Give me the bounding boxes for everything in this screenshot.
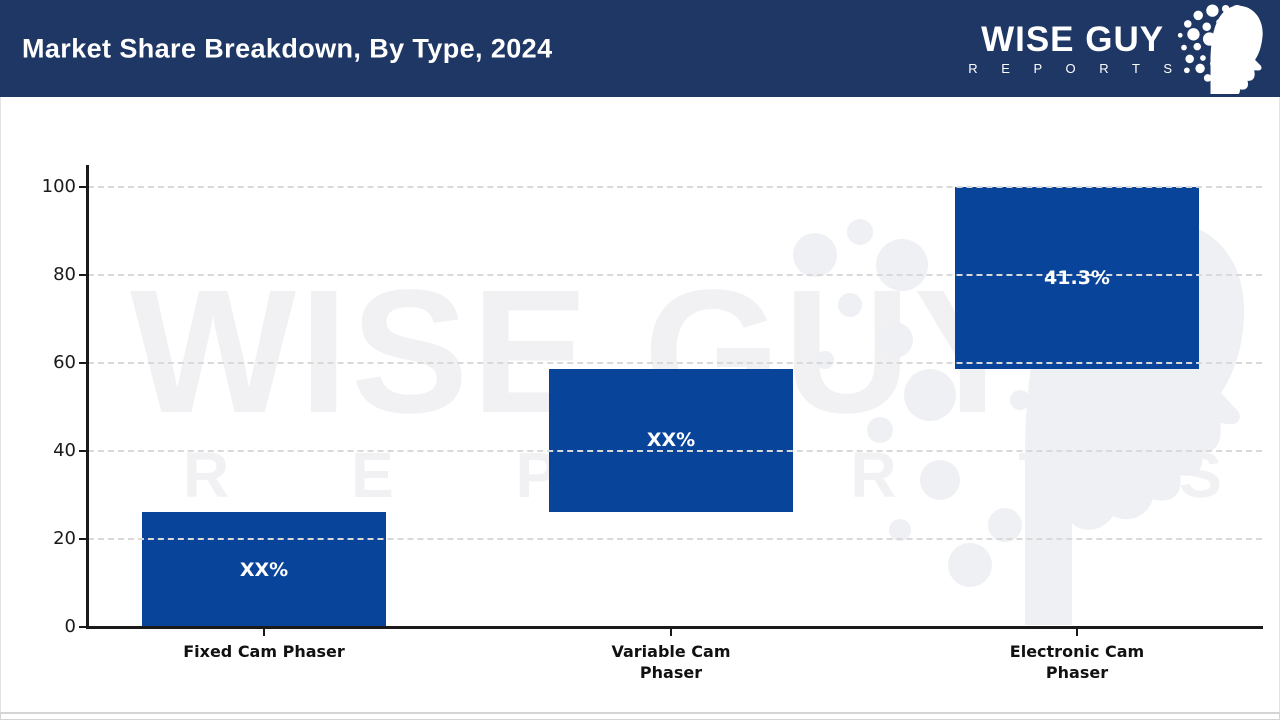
bar-segment <box>142 512 386 627</box>
y-axis-tick <box>79 626 88 628</box>
x-axis-label-line: Electronic Cam <box>1009 642 1145 661</box>
x-axis-category-label: Fixed Cam Phaser <box>94 641 434 662</box>
x-axis-category-label: Variable Cam Phaser <box>501 641 841 683</box>
x-axis-tick <box>1076 629 1078 636</box>
x-axis-label-line: Phaser <box>1045 663 1109 682</box>
bar-value-label: XX% <box>239 558 289 581</box>
x-axis-label-line: Variable Cam <box>611 642 731 661</box>
logo-head-dots-icon <box>1177 4 1263 94</box>
y-axis-tick-label: 40 <box>53 440 76 461</box>
logo-subtitle: R E P O R T S <box>968 60 1182 76</box>
y-axis-tick-label: 60 <box>53 352 76 373</box>
bar-value-label: 41.3% <box>1044 266 1110 289</box>
logo-wordmark: WISE GUY <box>981 20 1165 60</box>
y-axis-tick-label: 100 <box>41 176 76 197</box>
y-axis-tick <box>79 186 88 188</box>
y-axis-tick-label: 80 <box>53 264 76 285</box>
y-axis-tick <box>79 538 88 540</box>
x-axis-tick <box>263 629 265 636</box>
x-axis-label-line: Phaser <box>639 663 703 682</box>
y-axis-tick <box>79 362 88 364</box>
gridline <box>88 450 1262 452</box>
bar-segment <box>549 368 793 513</box>
x-axis-line <box>86 626 1263 629</box>
y-axis-tick-label: 20 <box>53 528 76 549</box>
bar-value-label: XX% <box>646 429 696 452</box>
gridline <box>88 274 1262 276</box>
logo-text: WISE GUY R E P O R T S <box>963 20 1182 76</box>
gridline <box>88 186 1262 188</box>
header-bar: Market Share Breakdown, By Type, 2024 WI… <box>0 0 1280 97</box>
gridline <box>88 538 1262 540</box>
x-axis-label-line: Fixed Cam Phaser <box>183 642 345 661</box>
bottom-border-strip <box>0 712 1280 720</box>
x-axis-category-label: Electronic Cam Phaser <box>907 641 1247 683</box>
y-axis-tick-label: 0 <box>64 616 76 637</box>
wise-guy-logo: WISE GUY R E P O R T S <box>963 4 1268 94</box>
gridline <box>88 362 1262 364</box>
x-axis-tick <box>670 629 672 636</box>
y-axis-line <box>86 165 89 629</box>
y-axis-tick <box>79 450 88 452</box>
page-title: Market Share Breakdown, By Type, 2024 <box>22 33 553 63</box>
y-axis-tick <box>79 274 88 276</box>
